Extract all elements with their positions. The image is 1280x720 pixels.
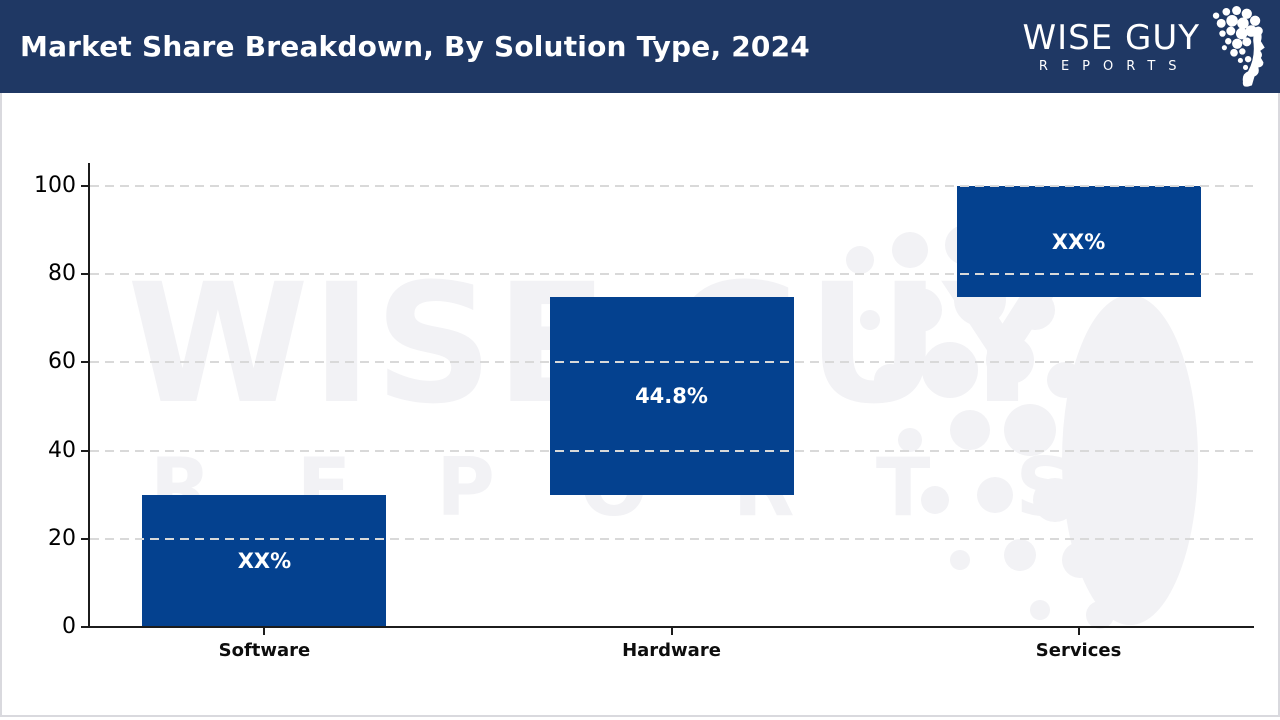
y-axis-line xyxy=(88,163,90,628)
x-tick xyxy=(263,628,266,635)
x-axis-line xyxy=(88,626,1254,628)
category-label: Services xyxy=(1035,640,1122,661)
y-tick xyxy=(81,626,89,628)
y-tick-label: 60 xyxy=(48,349,76,375)
bar-services: XX% xyxy=(956,186,1201,298)
gridline-40 xyxy=(90,449,1253,452)
y-tick xyxy=(81,185,89,187)
y-tick-label: 20 xyxy=(48,525,76,551)
category-label: Software xyxy=(218,640,311,661)
bar-software: XX% xyxy=(142,494,387,627)
dotted-face-logo-icon xyxy=(1212,5,1265,87)
gridline-20 xyxy=(90,537,1253,540)
bar-value-label: 44.8% xyxy=(635,383,708,408)
gridline-80 xyxy=(90,273,1253,276)
y-tick xyxy=(81,273,89,276)
y-tick-label: 100 xyxy=(34,173,76,198)
bar-value-label: XX% xyxy=(237,548,292,573)
logo-subtitle: REPORTS xyxy=(1038,58,1190,74)
x-tick xyxy=(1077,628,1080,635)
y-tick xyxy=(81,449,89,452)
logo-text: WISE GUY REPORTS xyxy=(1022,21,1200,73)
chart-title: Market Share Breakdown, By Solution Type… xyxy=(20,30,810,63)
category-label: Hardware xyxy=(622,640,721,661)
gridline-60 xyxy=(90,361,1253,364)
y-tick-label: 80 xyxy=(48,261,76,287)
y-tick-label: 0 xyxy=(62,614,76,639)
wise-guy-reports-logo: WISE GUY REPORTS xyxy=(1022,5,1266,89)
y-tick xyxy=(81,361,89,364)
bar-hardware: 44.8% xyxy=(549,297,794,495)
bar-value-label: XX% xyxy=(1051,229,1106,254)
y-tick-label: 40 xyxy=(48,437,76,463)
logo-wordmark: WISE GUY xyxy=(1022,17,1200,58)
x-tick xyxy=(670,628,673,635)
y-tick xyxy=(81,537,89,540)
gridline-100 xyxy=(90,185,1253,187)
header-band: Market Share Breakdown, By Solution Type… xyxy=(0,0,1280,93)
